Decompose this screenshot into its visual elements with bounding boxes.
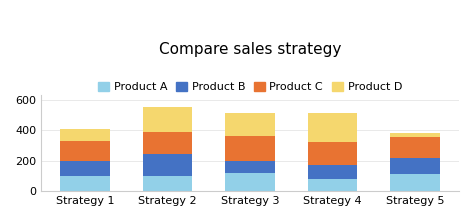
Bar	[391, 174, 440, 191]
Bar	[143, 176, 192, 191]
Title: Compare sales strategy: Compare sales strategy	[159, 42, 341, 57]
Bar	[143, 132, 192, 154]
Bar	[391, 158, 440, 174]
Bar	[391, 133, 440, 137]
Bar	[143, 154, 192, 176]
Bar	[60, 161, 109, 176]
Bar	[60, 129, 109, 141]
Legend: Product A, Product B, Product C, Product D: Product A, Product B, Product C, Product…	[96, 80, 404, 95]
Bar	[308, 179, 357, 191]
Bar	[225, 173, 275, 191]
Bar	[60, 176, 109, 191]
Bar	[308, 113, 357, 142]
Bar	[308, 165, 357, 179]
Bar	[60, 141, 109, 161]
Bar	[308, 142, 357, 165]
Bar	[391, 137, 440, 158]
Bar	[225, 161, 275, 173]
Bar	[143, 107, 192, 132]
Bar	[225, 113, 275, 136]
Bar	[225, 136, 275, 161]
